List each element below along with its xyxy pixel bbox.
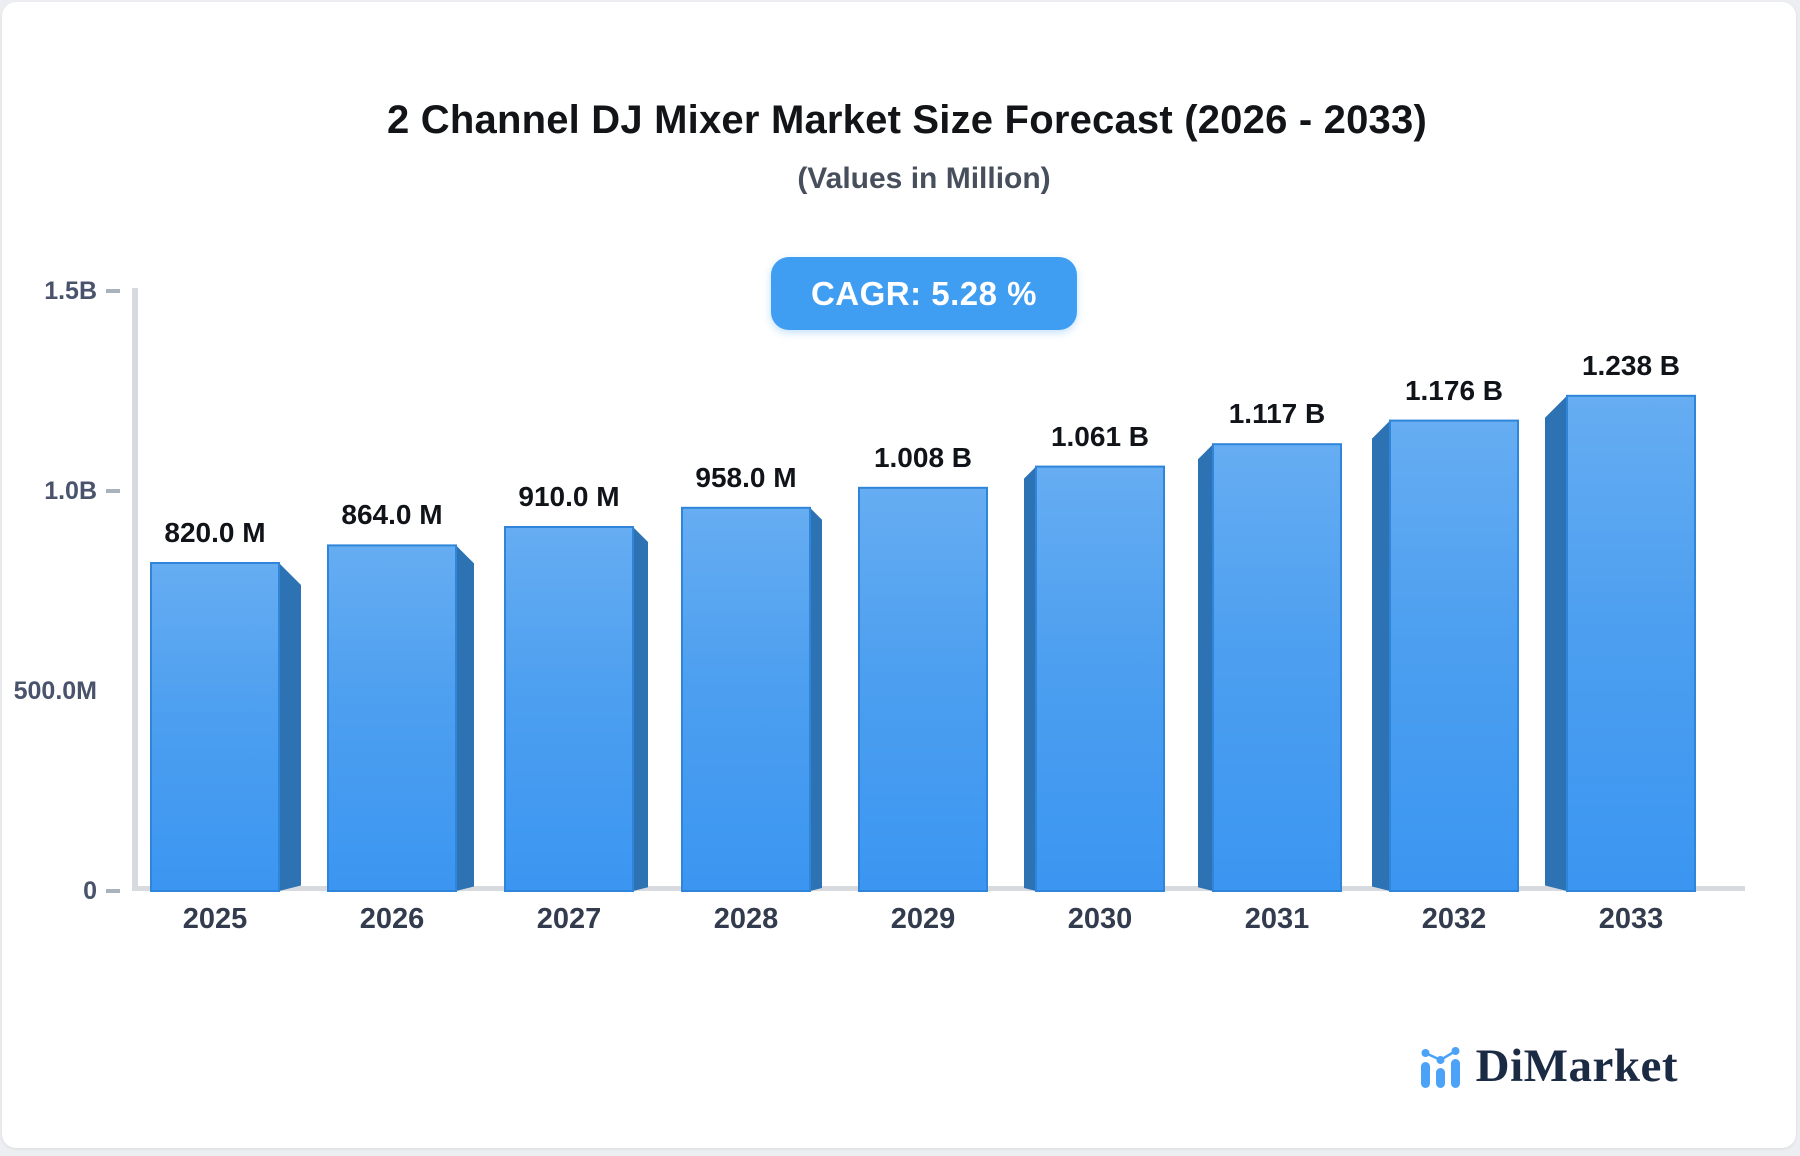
bar-2027 [504,526,634,892]
bar-value-label: 1.117 B [1228,398,1326,430]
bar-side-2031 [1198,444,1213,891]
bar-value-label: 910.0 M [518,481,620,512]
x-axis-label: 2031 [1244,903,1310,935]
bar-chart-logo-icon [1420,1047,1460,1088]
bar-side-2026 [456,545,474,891]
bar-value-label: 1.176 B [1404,374,1504,406]
x-axis-label: 2033 [1598,903,1664,935]
chart-title: 2 Channel DJ Mixer Market Size Forecast … [387,98,1427,142]
bar-side-2032 [1372,420,1390,891]
bar-2033 [1566,394,1696,892]
bar-2025 [150,562,280,892]
bar-2030 [1035,465,1165,892]
bar-2026 [327,544,457,893]
bar-value-label: 820.0 M [164,517,266,548]
brand-name: DiMarket [1475,1040,1678,1092]
bar-side-2027 [633,527,648,891]
bar-value-label: 1.238 B [1581,349,1681,381]
bar-side-2025 [279,563,301,891]
y-axis-label: 0 [83,877,97,905]
bar-value-label: 864.0 M [341,499,443,531]
y-axis-line [132,288,138,891]
y-axis-label: 1.5B [44,277,97,305]
cagr-badge: CAGR: 5.28 % [770,257,1078,330]
x-axis-label: 2025 [182,903,248,935]
x-axis-label: 2028 [713,903,779,935]
bar-side-2033 [1545,395,1567,891]
y-axis-label: 1.0B [44,477,97,505]
bar-value-label: 958.0 M [695,461,797,493]
y-axis-label: 500.0M [13,677,97,705]
y-axis-tick [106,489,120,493]
x-axis-label: 2032 [1421,903,1487,935]
bar-side-2028 [810,507,822,891]
bar-2031 [1212,443,1342,892]
brand-logo: DiMarket [1419,1040,1678,1092]
y-axis-tick [106,289,120,293]
x-axis-label: 2027 [536,903,602,935]
x-axis-label: 2030 [1067,903,1133,935]
bar-2028 [681,506,811,892]
bar-value-label: 1.008 B [873,441,973,473]
bar-2029 [858,486,988,892]
bar-value-label: 1.061 B [1050,420,1150,452]
chart-subtitle: (Values in Million) [797,162,1051,195]
cagr-badge-label: CAGR: 5.28 % [810,275,1038,312]
x-axis-label: 2029 [890,903,956,935]
y-axis-tick [106,889,120,893]
bar-2032 [1389,419,1519,892]
bar-side-2030 [1024,466,1036,891]
x-axis-label: 2026 [359,903,425,935]
